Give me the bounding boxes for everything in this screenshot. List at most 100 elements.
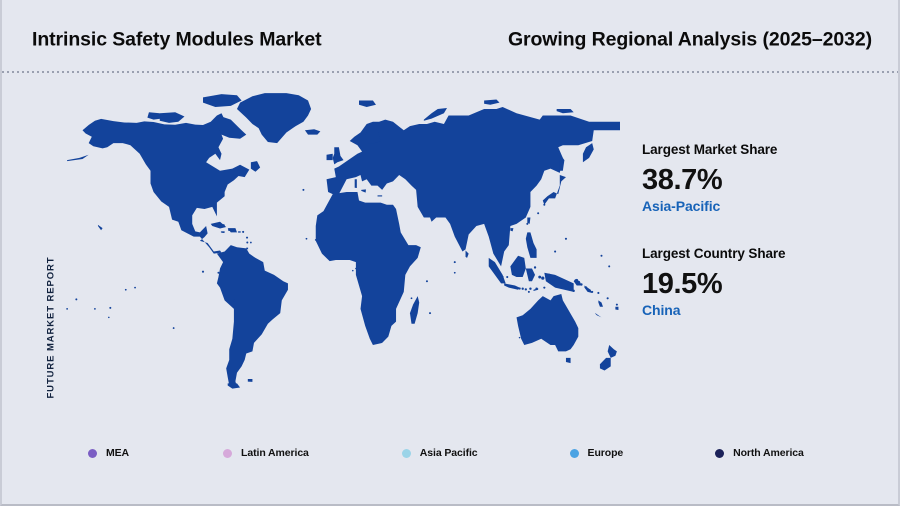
map-island-dot [453, 271, 456, 274]
map-region-new-zealand-s [599, 357, 611, 371]
map-region-hawaii [97, 224, 103, 231]
map-island-dot [489, 265, 492, 268]
map-region-java [504, 283, 520, 290]
map-island-dot [524, 288, 527, 291]
map-region-tasmania [565, 357, 571, 364]
map-island-dot [496, 275, 500, 279]
legend-color-swatch-icon [88, 448, 97, 458]
map-island-dot [305, 237, 308, 240]
map-region-svalbard [359, 100, 376, 107]
map-island-dot [537, 212, 540, 215]
map-island-dot [233, 299, 235, 302]
stat-value: 19.5% [642, 268, 723, 301]
map-region-victoria-island [159, 112, 185, 123]
map-region-cuba [210, 221, 227, 229]
map-region-vanuatu [598, 300, 603, 307]
map-region-sri-lanka [465, 250, 469, 258]
map-island-dot [538, 275, 542, 279]
legend-label: MEA [106, 447, 130, 459]
stat-largest-country-share: Largest Country Share 19.5% China [642, 246, 882, 318]
stats-panel: Largest Market Share 38.7% Asia-Pacific … [642, 142, 882, 318]
map-region-jamaica-small [220, 231, 225, 233]
map-island-dot [425, 280, 428, 283]
map-region-africa [315, 191, 421, 346]
stat-value: 38.7% [642, 164, 723, 196]
map-island-dot [564, 237, 568, 240]
map-island-dot [217, 271, 220, 274]
map-island-dot [221, 224, 225, 227]
map-region-new-caledonia [595, 313, 602, 318]
stat-label: Largest Country Share [642, 246, 786, 262]
map-region-iceland [304, 129, 321, 135]
map-island-dot [506, 275, 509, 279]
map-region-sulawesi [525, 268, 536, 282]
map-region-new-siberian [556, 109, 574, 114]
stat-label: Largest Market Share [642, 142, 778, 157]
map-region-greenland [236, 93, 312, 144]
map-island-dot [584, 286, 588, 289]
legend: MEA Latin America Asia Pacific Europe North … [88, 447, 804, 459]
map-island-dot [567, 281, 571, 285]
map-island-dot [552, 280, 555, 283]
map-island-dot [228, 228, 231, 232]
map-island-dot [249, 241, 252, 244]
map-island-dot [66, 307, 69, 310]
map-island-dot [518, 287, 521, 290]
map-island-dot [355, 267, 357, 270]
map-island-dot [554, 250, 557, 253]
map-island-dot [526, 222, 529, 225]
map-region-hainan [510, 228, 514, 232]
legend-color-swatch-icon [223, 448, 233, 458]
map-region-british-isles [332, 147, 344, 165]
map-island-dot [108, 316, 110, 319]
map-region-eurasia [326, 106, 620, 267]
map-island-dot [521, 287, 524, 290]
legend-item[interactable]: MEA [88, 447, 129, 459]
map-region-scandinavia-inner [365, 123, 381, 144]
map-island-dot [575, 278, 579, 282]
map-region-new-zealand-n [607, 345, 617, 358]
map-region-banks-island [147, 112, 162, 120]
legend-item[interactable]: Latin America [223, 447, 309, 459]
legend-color-swatch-icon [715, 448, 725, 458]
map-region-trinidad [246, 247, 249, 250]
map-region-north-america [82, 113, 250, 254]
map-island-dot [529, 287, 532, 290]
map-region-philippines [525, 232, 537, 258]
map-island-dot [94, 307, 96, 310]
legend-label: North America [733, 447, 804, 459]
map-region-tierra-del-fuego [227, 383, 241, 389]
map-region-madagascar [409, 296, 420, 324]
map-region-cyprus-crete [377, 195, 383, 197]
map-island-dot [314, 238, 317, 241]
world-map-svg [66, 93, 620, 389]
page-title: Intrinsic Safety Modules Market [32, 28, 322, 51]
map-region-falklands [247, 379, 253, 382]
map-island-dot [597, 291, 600, 295]
map-island-dot [547, 273, 551, 277]
map-island-dot [242, 230, 245, 233]
legend-label: Europe [587, 447, 624, 459]
map-region-ireland [326, 153, 333, 161]
legend-item[interactable]: Europe [569, 447, 624, 459]
map-island-dot [541, 276, 545, 280]
map-island-dot [201, 270, 205, 273]
map-island-dot [600, 254, 603, 257]
legend-label: Asia Pacific [419, 447, 478, 459]
map-region-baffin-island [215, 115, 247, 139]
world-map [64, 92, 620, 394]
header-divider [2, 71, 898, 73]
map-island-dot [134, 286, 136, 289]
map-region-japan [542, 174, 566, 205]
map-region-sakhalin [559, 155, 565, 171]
map-island-dot [533, 266, 537, 269]
legend-item[interactable]: North America [715, 447, 804, 459]
map-island-dot [352, 269, 354, 272]
map-island-dot [246, 241, 249, 244]
map-island-dot [543, 203, 546, 206]
map-island-dot [410, 297, 413, 300]
map-region-taiwan [527, 217, 531, 224]
legend-item[interactable]: Asia Pacific [401, 447, 478, 459]
map-island-dot [246, 236, 249, 239]
